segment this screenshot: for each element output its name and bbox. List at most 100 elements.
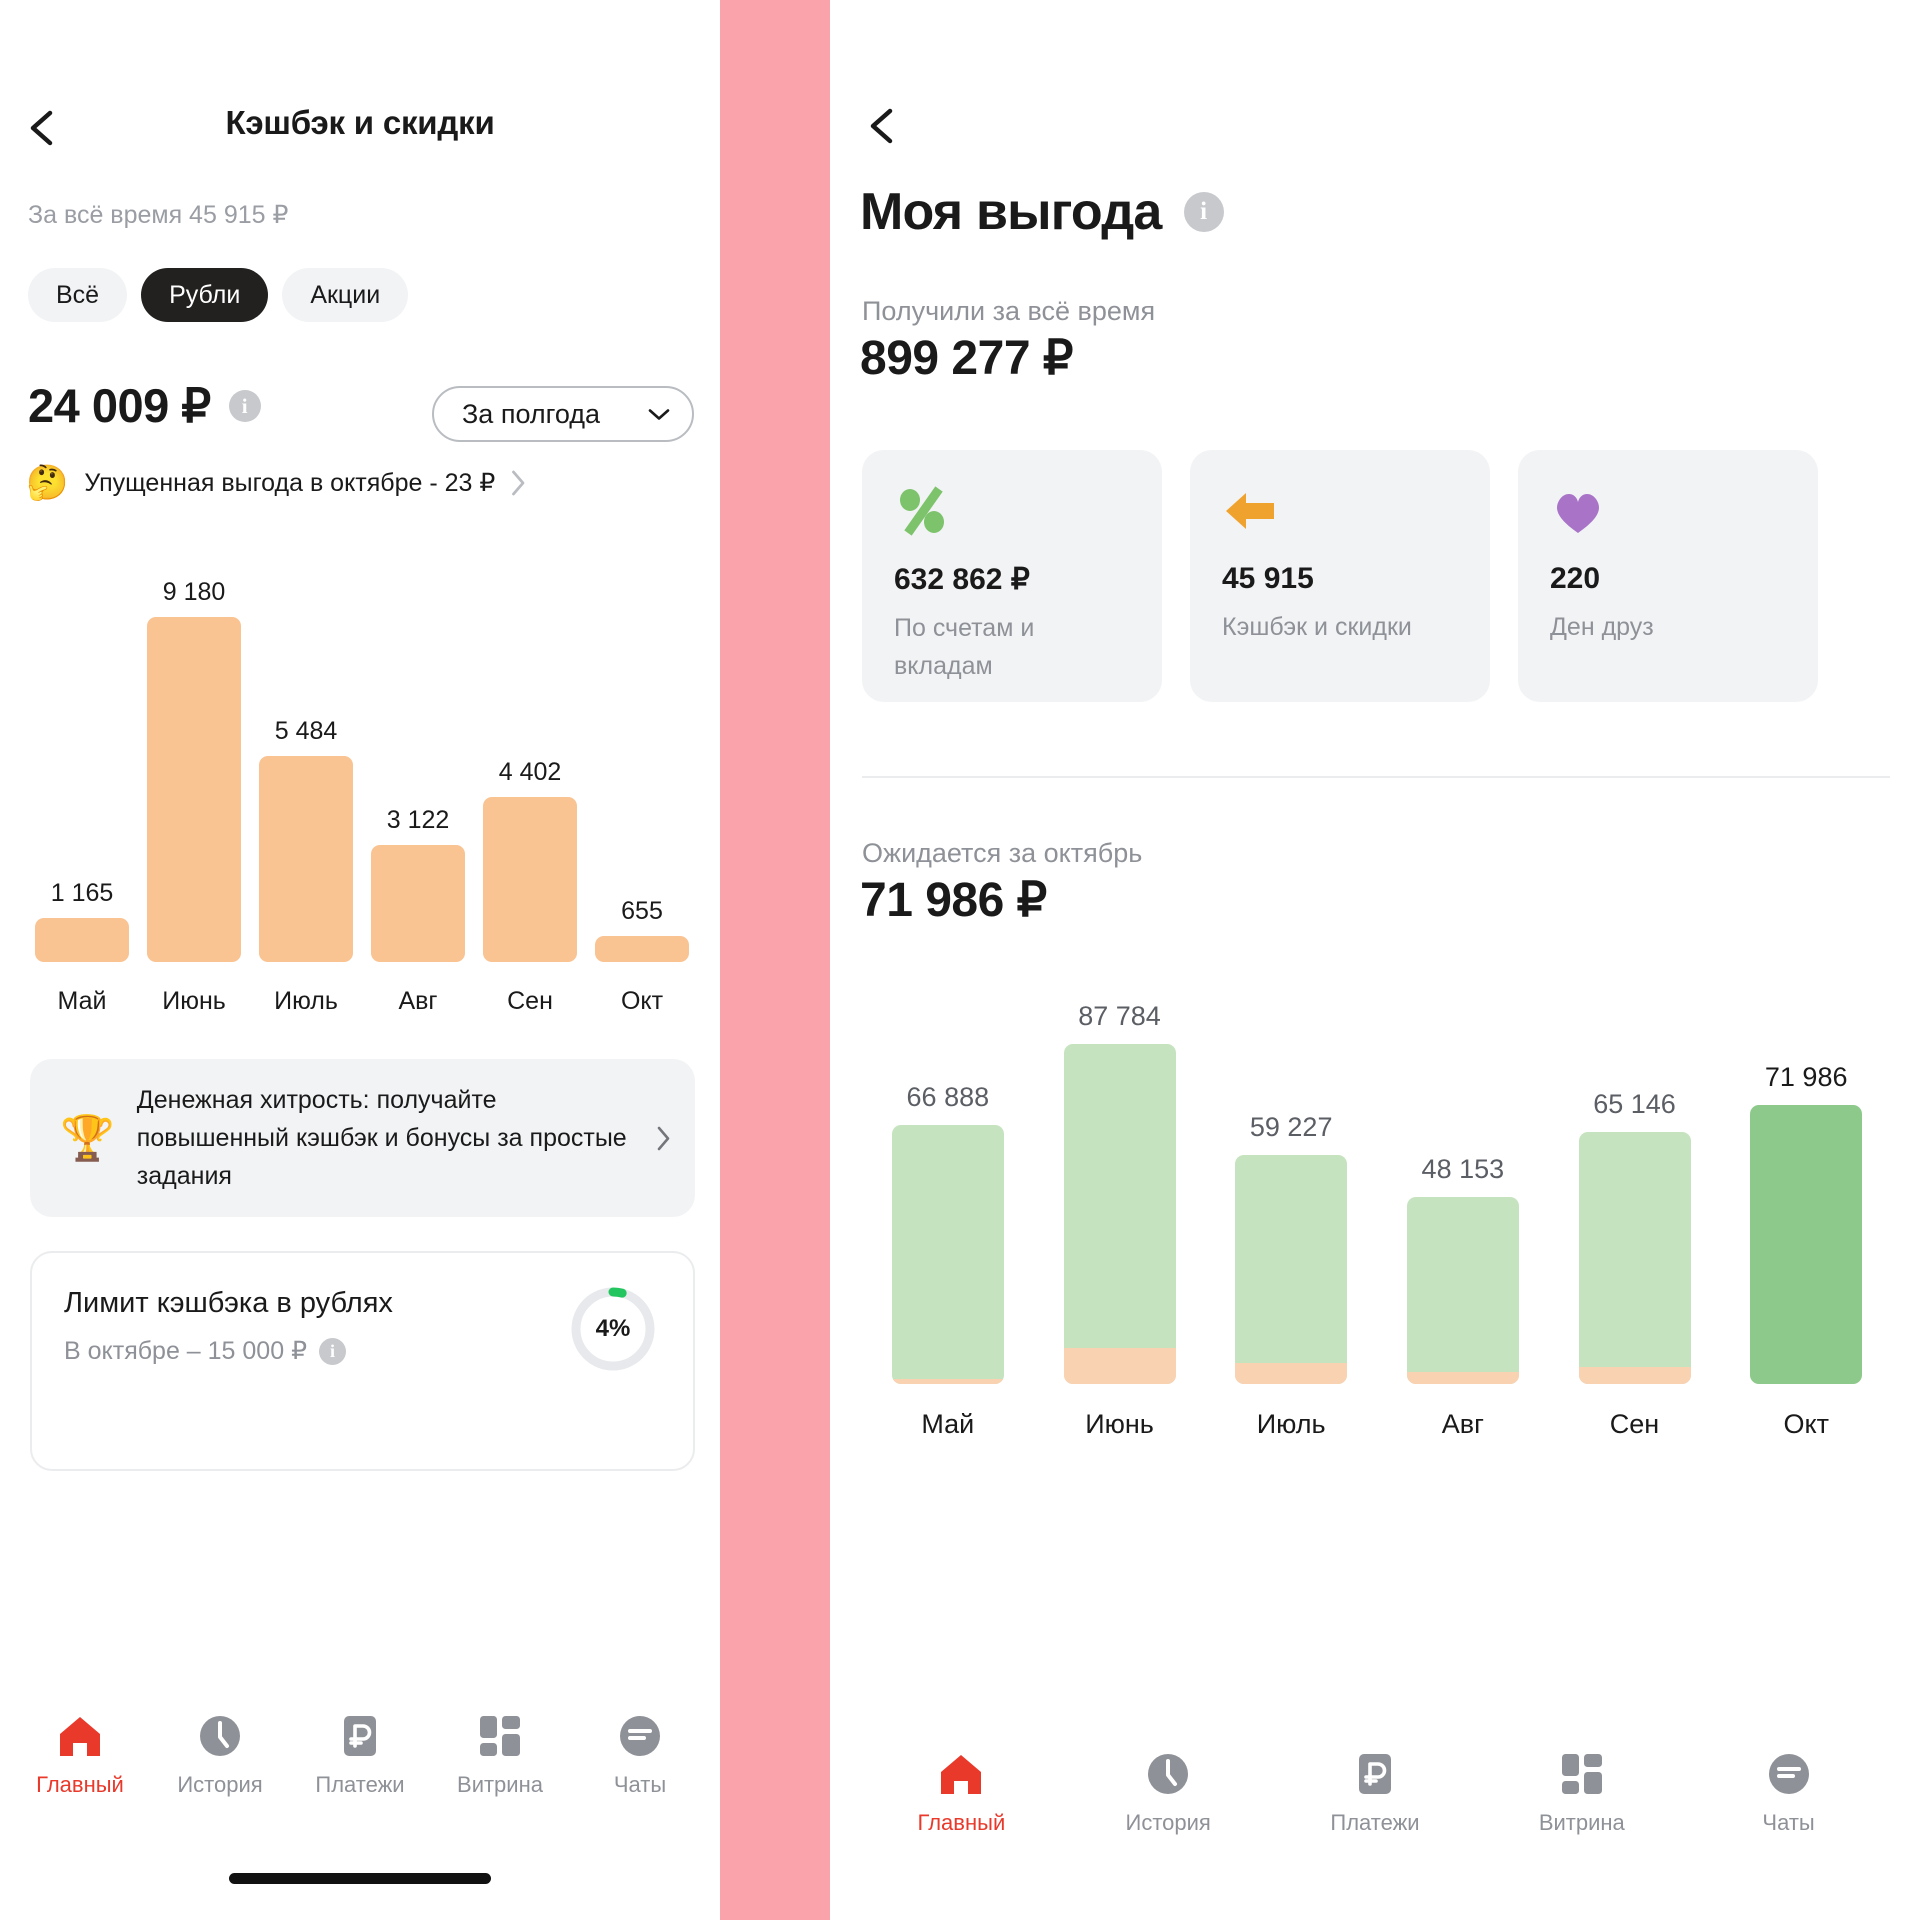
arrow-left-icon — [1226, 493, 1274, 529]
thinking-face-icon: 🤔 — [26, 464, 69, 502]
page-title: Моя выгода — [860, 183, 1162, 241]
tab-label: Платежи — [1330, 1810, 1420, 1835]
bar-column: 65 146 — [1549, 1044, 1721, 1384]
tab-label: Витрина — [457, 1772, 543, 1797]
bar — [891, 1125, 1004, 1384]
benefit-card-cashback[interactable]: 45 915 Кэшбэк и скидки — [1190, 450, 1490, 702]
bar — [483, 797, 577, 962]
tab-label: Чаты — [613, 1772, 667, 1797]
chip-all[interactable]: Всё — [28, 268, 128, 322]
x-tick-label: Май — [57, 987, 107, 1015]
arrow-left-icon — [1222, 482, 1464, 540]
period-select-label: За полгода — [462, 398, 601, 429]
trophy-icon: 🏆 — [60, 1114, 115, 1163]
benefit-card-value: 632 862 ₽ — [894, 563, 1030, 596]
benefit-card-label: По счетам и вкладам — [894, 614, 1035, 680]
tab-main[interactable]: Главный — [858, 1750, 1065, 1860]
tab-payments[interactable]: Платежи — [290, 1712, 430, 1822]
bar — [1235, 1155, 1348, 1384]
chevron-left-icon — [870, 108, 893, 144]
tab-main[interactable]: Главный — [10, 1712, 150, 1822]
x-tick-label: Сен — [1609, 1409, 1660, 1439]
info-icon[interactable]: i — [1183, 192, 1224, 232]
info-icon[interactable]: i — [318, 1337, 346, 1365]
bar-column: 3 122 — [362, 617, 474, 962]
chevron-down-icon — [648, 408, 670, 420]
bar-base-segment — [1578, 1367, 1691, 1384]
cashback-bar-chart: 1 165 9 180 5 484 3 122 4 402 — [26, 556, 698, 1016]
back-button[interactable] — [860, 103, 906, 149]
all-time-total: За всё время 45 915 ₽ — [28, 201, 289, 229]
back-button[interactable] — [20, 105, 66, 151]
tab-showcase[interactable]: Витрина — [1478, 1750, 1685, 1860]
tab-label: Платежи — [315, 1772, 405, 1797]
tab-showcase[interactable]: Витрина — [430, 1712, 570, 1822]
bar-value-label: 59 227 — [1249, 1112, 1333, 1142]
info-icon[interactable]: i — [228, 390, 261, 422]
expected-amount: 71 986 ₽ — [860, 874, 1047, 927]
benefit-cards: 632 862 ₽ По счетам и вкладам 45 915 Кэш… — [862, 450, 1818, 702]
x-tick-label: Июль — [1256, 1409, 1326, 1439]
percent-icon — [894, 482, 1136, 540]
chevron-right-icon — [512, 470, 525, 496]
benefit-card-label: Кэшбэк и скидки — [1222, 613, 1412, 641]
bar — [371, 845, 465, 962]
bar-column: 48 153 — [1377, 1044, 1549, 1384]
grid-icon — [1561, 1754, 1602, 1794]
tab-history[interactable]: История — [150, 1712, 290, 1822]
bar — [1406, 1197, 1519, 1384]
home-icon — [941, 1755, 982, 1794]
promo-card[interactable]: 🏆 Денежная хитрость: получайте повышенны… — [30, 1059, 695, 1217]
tab-chats[interactable]: Чаты — [570, 1712, 710, 1822]
chart-x-labels: Май Июнь Июль Авг Сен Окт — [26, 987, 698, 1016]
chart-bars: 66 888 87 784 59 227 48 153 65 146 — [862, 1001, 1892, 1384]
heart-icon — [1550, 482, 1792, 540]
benefit-card-friends[interactable]: 220 Ден друз — [1518, 450, 1818, 702]
chip-rubles[interactable]: Рубли — [141, 268, 269, 322]
bar — [259, 756, 353, 962]
benefit-bar-chart: 66 888 87 784 59 227 48 153 65 146 — [862, 990, 1892, 1440]
bar-value-label: 3 122 — [386, 806, 450, 834]
limit-progress-label: 4% — [595, 1315, 631, 1342]
tab-history[interactable]: История — [1065, 1750, 1272, 1860]
bar-value-label: 71 986 — [1764, 1062, 1848, 1092]
bottom-tabbar: Главный История Платежи — [830, 1750, 1920, 1860]
heart-icon — [1557, 493, 1599, 533]
ruble-card-icon — [344, 1716, 376, 1756]
benefit-card-label: Ден друз — [1550, 613, 1654, 641]
tab-chats[interactable]: Чаты — [1685, 1750, 1892, 1860]
missed-benefit-row[interactable]: 🤔 Упущенная выгода в октябре - 23 ₽ — [26, 466, 526, 500]
section-divider — [862, 776, 1890, 778]
period-amount: 24 009 ₽ — [28, 379, 211, 432]
page-title-row: Моя выгода i — [860, 182, 1224, 242]
bar — [35, 918, 129, 962]
bar-base-segment — [1235, 1363, 1348, 1384]
bar-base-segment — [1406, 1372, 1519, 1384]
tab-label: История — [177, 1772, 263, 1797]
filter-chips: Всё Рубли Акции — [28, 268, 409, 322]
period-select[interactable]: За полгода — [432, 386, 694, 442]
bar-value-label: 655 — [621, 897, 663, 925]
x-tick-label: Авг — [1441, 1409, 1484, 1439]
cashback-limit-card[interactable]: Лимит кэшбэка в рублях В октябре – 15 00… — [30, 1251, 695, 1471]
grid-icon — [480, 1716, 520, 1756]
chart-x-labels: Май Июнь Июль Авг Сен Окт — [862, 1409, 1892, 1440]
ruble-card-icon — [1358, 1754, 1391, 1794]
tab-label: История — [1125, 1810, 1211, 1835]
benefit-card-value: 45 915 — [1222, 562, 1314, 595]
bar-value-label: 9 180 — [162, 578, 226, 606]
x-tick-label: Окт — [1783, 1409, 1829, 1439]
chip-promotions[interactable]: Акции — [282, 268, 409, 322]
bar-column: 87 784 — [1034, 1001, 1206, 1384]
chat-icon — [1768, 1754, 1809, 1794]
percent-icon — [900, 486, 944, 536]
bar-value-label: 4 402 — [498, 758, 562, 786]
benefit-card-accounts[interactable]: 632 862 ₽ По счетам и вкладам — [862, 450, 1162, 702]
bar — [147, 617, 241, 962]
bottom-tabbar: Главный История Платежи — [0, 1712, 720, 1822]
bar-column: 9 180 — [138, 578, 250, 962]
missed-benefit-text: Упущенная выгода в октябре - 23 ₽ — [84, 469, 496, 497]
x-tick-label: Окт — [620, 987, 664, 1015]
x-tick-label: Июнь — [162, 987, 226, 1015]
tab-payments[interactable]: Платежи — [1272, 1750, 1479, 1860]
